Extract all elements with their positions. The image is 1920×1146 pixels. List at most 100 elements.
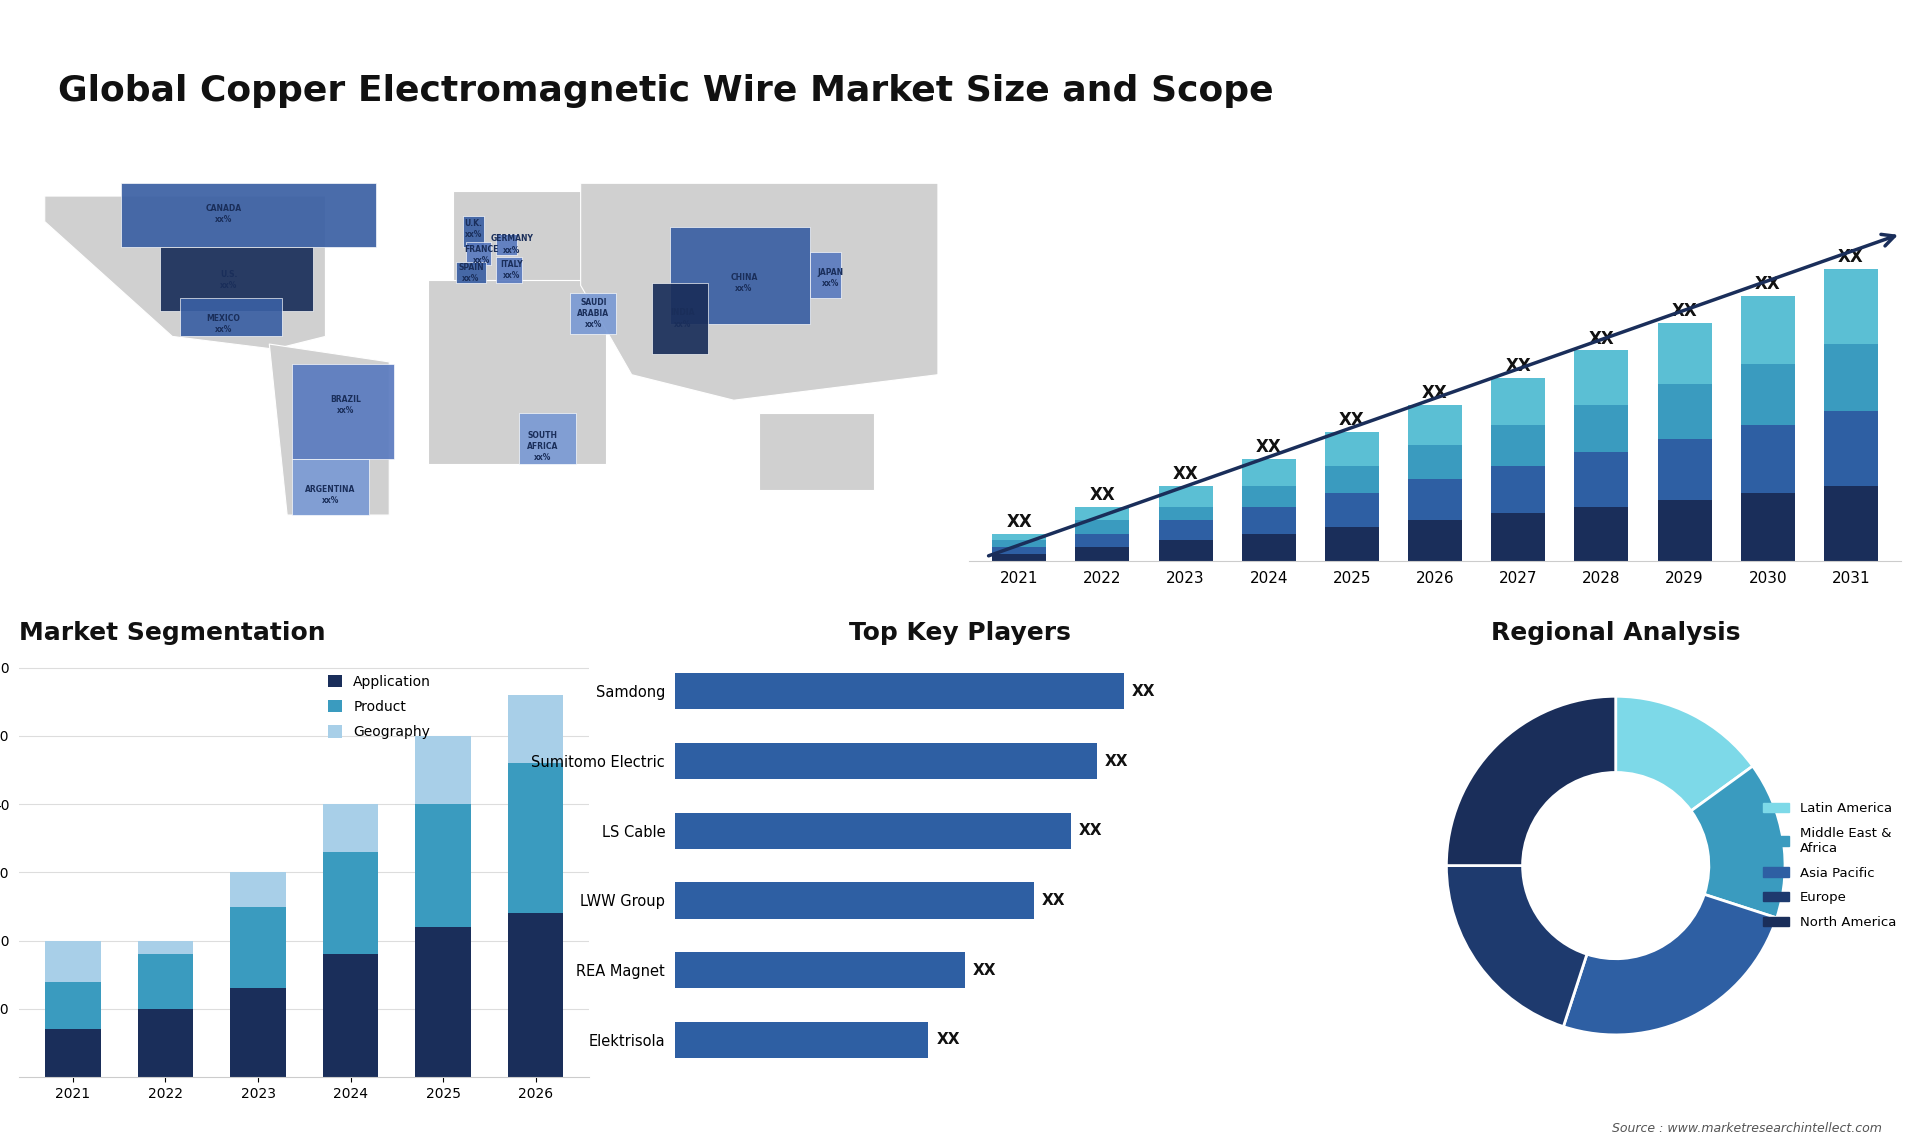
Bar: [1407, 446, 1463, 479]
Bar: [1242, 534, 1296, 560]
Bar: [230, 906, 286, 989]
Text: GERMANY
xx%: GERMANY xx%: [490, 235, 534, 254]
Bar: [455, 262, 486, 283]
Bar: [509, 763, 563, 913]
Bar: [670, 227, 810, 323]
Bar: [44, 982, 100, 1029]
Text: XX: XX: [1106, 754, 1129, 769]
Text: U.K.
xx%: U.K. xx%: [465, 219, 482, 240]
Bar: [1657, 323, 1711, 384]
Bar: [1075, 520, 1129, 534]
Text: XX: XX: [1338, 411, 1365, 429]
Bar: [509, 913, 563, 1077]
Bar: [810, 252, 841, 298]
Bar: [1657, 384, 1711, 439]
Bar: [1574, 507, 1628, 560]
Text: XX: XX: [1006, 513, 1033, 531]
Bar: [44, 1029, 100, 1077]
Bar: [230, 872, 286, 906]
Bar: [993, 554, 1046, 560]
Bar: [509, 694, 563, 763]
Bar: [497, 234, 516, 254]
Bar: [1574, 351, 1628, 405]
Text: FRANCE
xx%: FRANCE xx%: [465, 245, 499, 265]
Text: XX: XX: [1423, 384, 1448, 402]
Bar: [159, 248, 313, 311]
Bar: [415, 736, 470, 804]
Text: BRAZIL
xx%: BRAZIL xx%: [330, 395, 361, 415]
Bar: [1242, 486, 1296, 507]
Bar: [1325, 493, 1379, 527]
Text: XX: XX: [1256, 438, 1281, 456]
Bar: [463, 217, 484, 248]
Text: JAPAN
xx%: JAPAN xx%: [818, 268, 843, 288]
Bar: [1824, 486, 1878, 560]
Bar: [467, 242, 492, 265]
Bar: [323, 851, 378, 955]
Text: Market Segmentation: Market Segmentation: [19, 621, 326, 645]
Bar: [1158, 507, 1213, 520]
Bar: [1492, 465, 1546, 513]
Bar: [653, 283, 708, 354]
Bar: [993, 541, 1046, 548]
Bar: [1158, 541, 1213, 560]
Wedge shape: [1563, 894, 1776, 1035]
Bar: [993, 548, 1046, 554]
Bar: [1075, 548, 1129, 560]
Bar: [1574, 453, 1628, 507]
Bar: [1407, 520, 1463, 560]
Text: XX: XX: [937, 1033, 960, 1047]
Text: XX: XX: [1131, 684, 1156, 699]
Text: XX: XX: [1755, 275, 1780, 293]
Bar: [292, 458, 369, 515]
Bar: [138, 1008, 194, 1077]
Bar: [323, 804, 378, 851]
Bar: [1574, 405, 1628, 453]
Text: Global Copper Electromagnetic Wire Market Size and Scope: Global Copper Electromagnetic Wire Marke…: [58, 74, 1273, 109]
Wedge shape: [1692, 766, 1786, 918]
Bar: [1741, 425, 1795, 493]
Bar: [676, 673, 1123, 709]
Bar: [1325, 465, 1379, 493]
Bar: [323, 955, 378, 1077]
Bar: [1075, 534, 1129, 548]
Bar: [292, 364, 394, 458]
Text: XX: XX: [973, 963, 996, 978]
Bar: [1492, 377, 1546, 425]
Wedge shape: [1446, 697, 1617, 865]
Bar: [1242, 460, 1296, 486]
Text: XX: XX: [1089, 486, 1116, 504]
Text: U.S.
xx%: U.S. xx%: [219, 270, 238, 290]
Text: XX: XX: [1173, 465, 1198, 484]
Bar: [1741, 493, 1795, 560]
Text: INDIA
xx%: INDIA xx%: [670, 308, 695, 329]
Bar: [1824, 269, 1878, 344]
Bar: [1741, 296, 1795, 364]
Bar: [676, 952, 966, 988]
Bar: [1158, 520, 1213, 541]
Bar: [44, 941, 100, 982]
Bar: [1075, 507, 1129, 520]
Title: Regional Analysis: Regional Analysis: [1492, 621, 1740, 645]
Bar: [1407, 405, 1463, 446]
Text: Source : www.marketresearchintellect.com: Source : www.marketresearchintellect.com: [1611, 1122, 1882, 1135]
Bar: [138, 941, 194, 955]
Bar: [1158, 486, 1213, 507]
Wedge shape: [1617, 697, 1753, 811]
Bar: [1407, 479, 1463, 520]
Text: XX: XX: [1505, 356, 1530, 375]
Title: Top Key Players: Top Key Players: [849, 621, 1071, 645]
Text: XX: XX: [1079, 823, 1102, 838]
Text: SAUDI
ARABIA
xx%: SAUDI ARABIA xx%: [578, 298, 609, 329]
Bar: [230, 989, 286, 1077]
Wedge shape: [1446, 865, 1588, 1027]
Text: CANADA
xx%: CANADA xx%: [205, 204, 242, 223]
Text: XX: XX: [1588, 330, 1615, 347]
Text: SOUTH
AFRICA
xx%: SOUTH AFRICA xx%: [526, 431, 559, 462]
Bar: [415, 927, 470, 1077]
Text: MEXICO
xx%: MEXICO xx%: [207, 314, 240, 333]
Bar: [1741, 364, 1795, 425]
Bar: [1325, 432, 1379, 465]
Text: ITALY
xx%: ITALY xx%: [501, 260, 522, 280]
Bar: [138, 955, 194, 1008]
